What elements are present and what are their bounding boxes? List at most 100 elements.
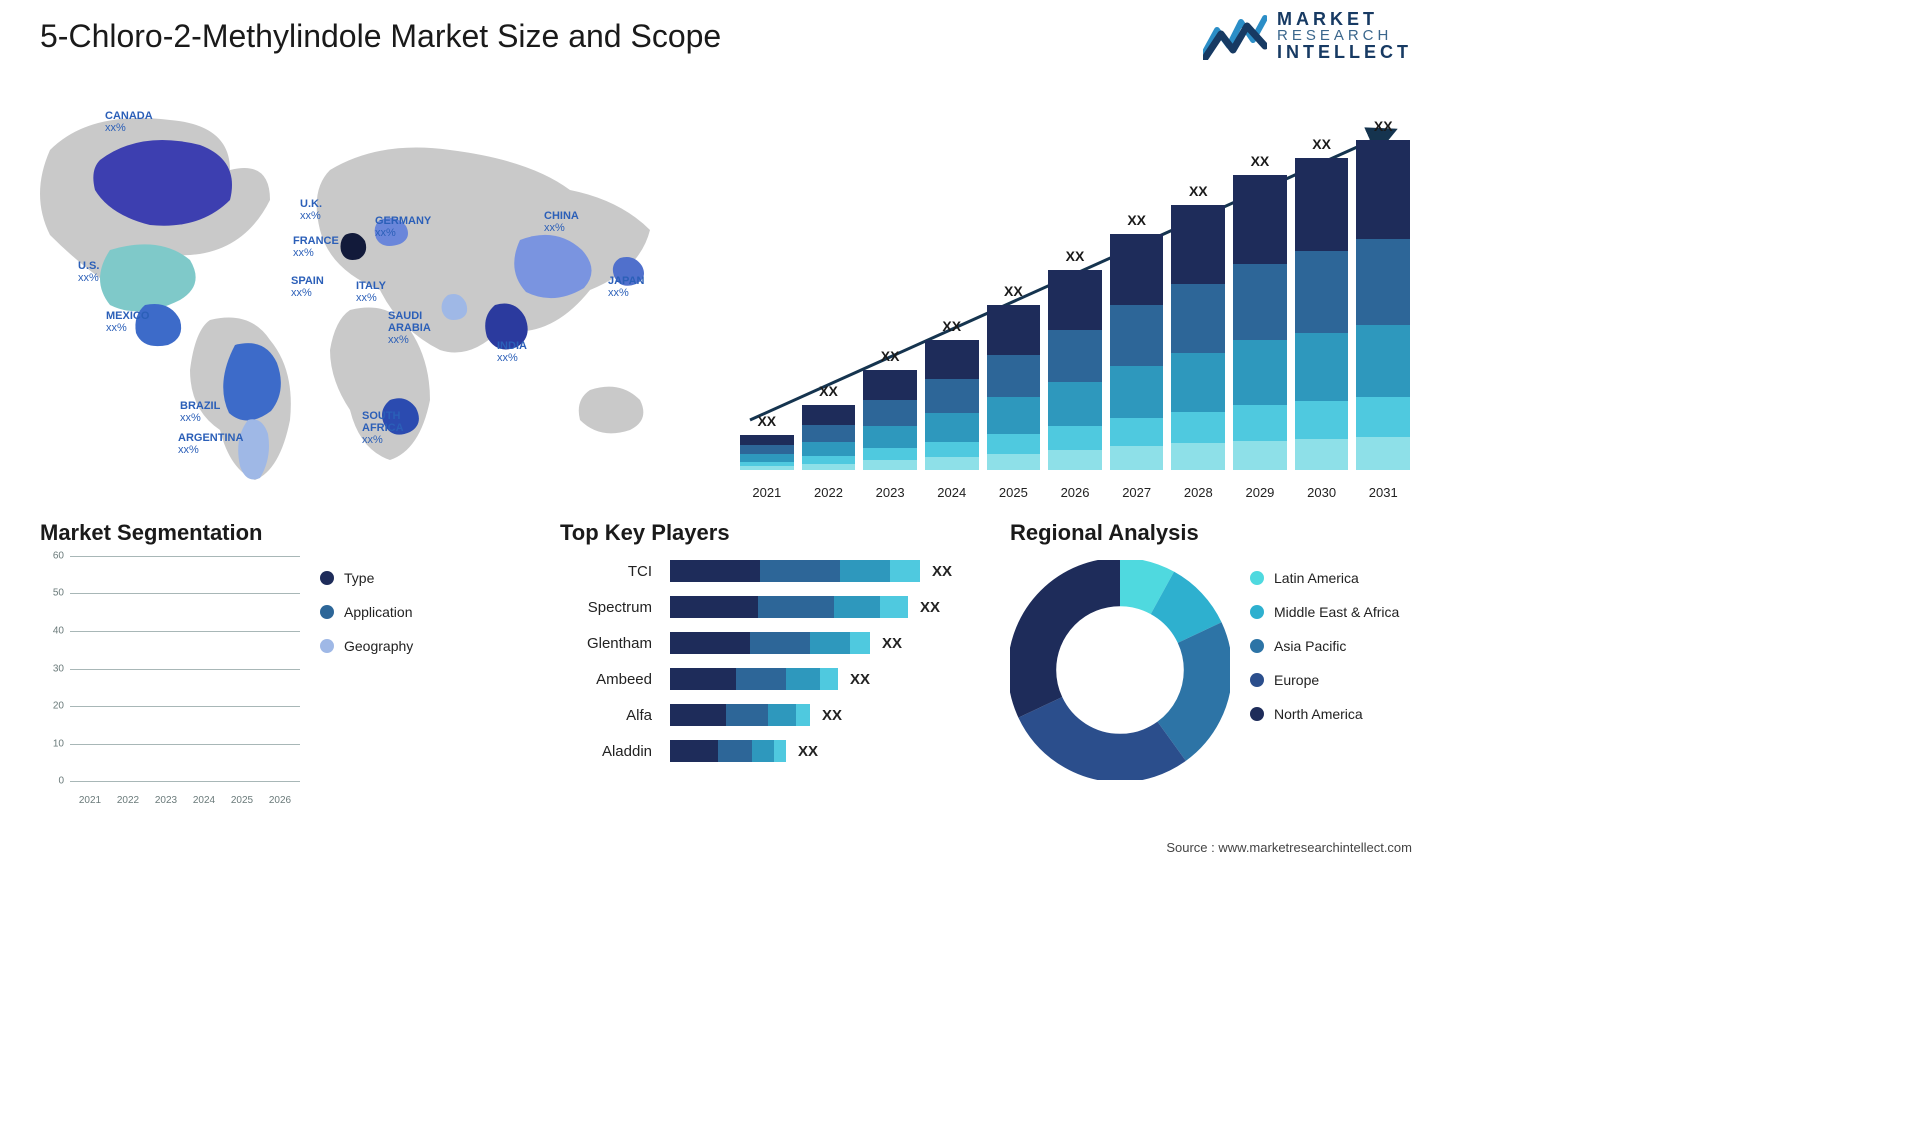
main-bar-value: XX	[802, 383, 856, 399]
player-bar	[670, 740, 786, 762]
main-bar-value: XX	[1048, 248, 1102, 264]
main-bar: XX	[1356, 140, 1410, 470]
main-xaxis-label: 2027	[1110, 485, 1164, 500]
map-label: BRAZILxx%	[180, 400, 220, 424]
map-label: SAUDIARABIAxx%	[388, 310, 431, 346]
player-bar	[670, 560, 920, 582]
main-bar-value: XX	[1233, 153, 1287, 169]
legend-swatch-icon	[320, 605, 334, 619]
map-label: U.K.xx%	[300, 198, 322, 222]
legend-label: Latin America	[1274, 570, 1359, 586]
main-bar-value: XX	[1295, 136, 1349, 152]
segmentation-title: Market Segmentation	[40, 520, 440, 546]
map-label: ARGENTINAxx%	[178, 432, 243, 456]
seg-xaxis-label: 2023	[150, 795, 182, 806]
legend-label: Europe	[1274, 672, 1319, 688]
main-xaxis-label: 2024	[925, 485, 979, 500]
logo-text-1: MARKET	[1277, 10, 1412, 28]
player-name: TCI	[560, 563, 670, 580]
main-xaxis-label: 2030	[1295, 485, 1349, 500]
legend-label: Middle East & Africa	[1274, 604, 1399, 620]
main-bar: XX	[1110, 234, 1164, 470]
regional-legend: Latin America Middle East & Africa Asia Pa…	[1250, 570, 1399, 722]
player-row: TCI XX	[560, 560, 990, 582]
main-bar-value: XX	[1171, 183, 1225, 199]
legend-item: Type	[320, 570, 413, 586]
seg-xaxis-label: 2022	[112, 795, 144, 806]
seg-ytick: 30	[53, 663, 64, 674]
legend-item: Latin America	[1250, 570, 1399, 586]
legend-item: Middle East & Africa	[1250, 604, 1399, 620]
seg-xaxis-label: 2024	[188, 795, 220, 806]
seg-ytick: 20	[53, 700, 64, 711]
main-bar: XX	[1171, 205, 1225, 470]
main-xaxis-label: 2025	[987, 485, 1041, 500]
player-value: XX	[822, 707, 842, 724]
players-title: Top Key Players	[560, 520, 990, 546]
main-xaxis-label: 2023	[863, 485, 917, 500]
legend-label: North America	[1274, 706, 1363, 722]
legend-swatch-icon	[1250, 605, 1264, 619]
map-label: ITALYxx%	[356, 280, 386, 304]
segmentation-legend: Type Application Geography	[320, 570, 413, 654]
main-bar-value: XX	[1356, 118, 1410, 134]
player-name: Ambeed	[560, 671, 670, 688]
map-label: GERMANYxx%	[375, 215, 431, 239]
player-bar	[670, 596, 908, 618]
main-bar-value: XX	[863, 348, 917, 364]
legend-item: North America	[1250, 706, 1399, 722]
legend-label: Asia Pacific	[1274, 638, 1346, 654]
map-label: FRANCExx%	[293, 235, 339, 259]
main-xaxis-label: 2021	[740, 485, 794, 500]
map-label: JAPANxx%	[608, 275, 644, 299]
source-label: Source : www.marketresearchintellect.com	[1166, 840, 1412, 855]
legend-item: Europe	[1250, 672, 1399, 688]
main-xaxis-label: 2029	[1233, 485, 1287, 500]
player-bar	[670, 668, 838, 690]
map-label: SPAINxx%	[291, 275, 324, 299]
player-value: XX	[920, 599, 940, 616]
seg-xaxis-label: 2021	[74, 795, 106, 806]
seg-ytick: 60	[53, 551, 64, 562]
player-row: Glentham XX	[560, 632, 990, 654]
main-bar: XX	[863, 370, 917, 470]
legend-swatch-icon	[1250, 639, 1264, 653]
brand-logo: MARKET RESEARCH INTELLECT	[1203, 10, 1412, 61]
player-bar	[670, 704, 810, 726]
player-name: Glentham	[560, 635, 670, 652]
main-bar: XX	[925, 340, 979, 470]
player-name: Alfa	[560, 707, 670, 724]
seg-ytick: 0	[58, 776, 64, 787]
player-name: Spectrum	[560, 599, 670, 616]
legend-swatch-icon	[320, 571, 334, 585]
main-bar: XX	[740, 435, 794, 470]
player-value: XX	[882, 635, 902, 652]
regional-section: Regional Analysis Latin AmericaMiddle Ea…	[1010, 520, 1430, 546]
seg-xaxis-label: 2025	[226, 795, 258, 806]
map-label: INDIAxx%	[497, 340, 527, 364]
seg-xaxis-label: 2026	[264, 795, 296, 806]
segmentation-chart: 0102030405060 202120222023202420252026	[40, 556, 300, 806]
main-bar: XX	[1048, 270, 1102, 470]
legend-item: Asia Pacific	[1250, 638, 1399, 654]
main-growth-chart: XXXXXXXXXXXXXXXXXXXXXX 20212022202320242…	[740, 100, 1410, 500]
legend-item: Application	[320, 604, 413, 620]
page-title: 5-Chloro-2-Methylindole Market Size and …	[40, 18, 721, 55]
main-xaxis-label: 2022	[802, 485, 856, 500]
players-section: Top Key Players TCI XX Spectrum XX Glentham X…	[560, 520, 990, 762]
main-bar: XX	[1295, 158, 1349, 470]
main-xaxis-label: 2026	[1048, 485, 1102, 500]
segmentation-section: Market Segmentation 0102030405060 202120…	[40, 520, 440, 806]
player-value: XX	[798, 743, 818, 760]
map-label: MEXICOxx%	[106, 310, 149, 334]
legend-label: Type	[344, 570, 374, 586]
main-bar: XX	[987, 305, 1041, 470]
regional-donut-chart	[1010, 560, 1230, 780]
legend-swatch-icon	[1250, 707, 1264, 721]
logo-mark-icon	[1203, 12, 1267, 60]
player-row: Spectrum XX	[560, 596, 990, 618]
main-xaxis-label: 2028	[1171, 485, 1225, 500]
legend-item: Geography	[320, 638, 413, 654]
player-value: XX	[932, 563, 952, 580]
seg-ytick: 10	[53, 738, 64, 749]
